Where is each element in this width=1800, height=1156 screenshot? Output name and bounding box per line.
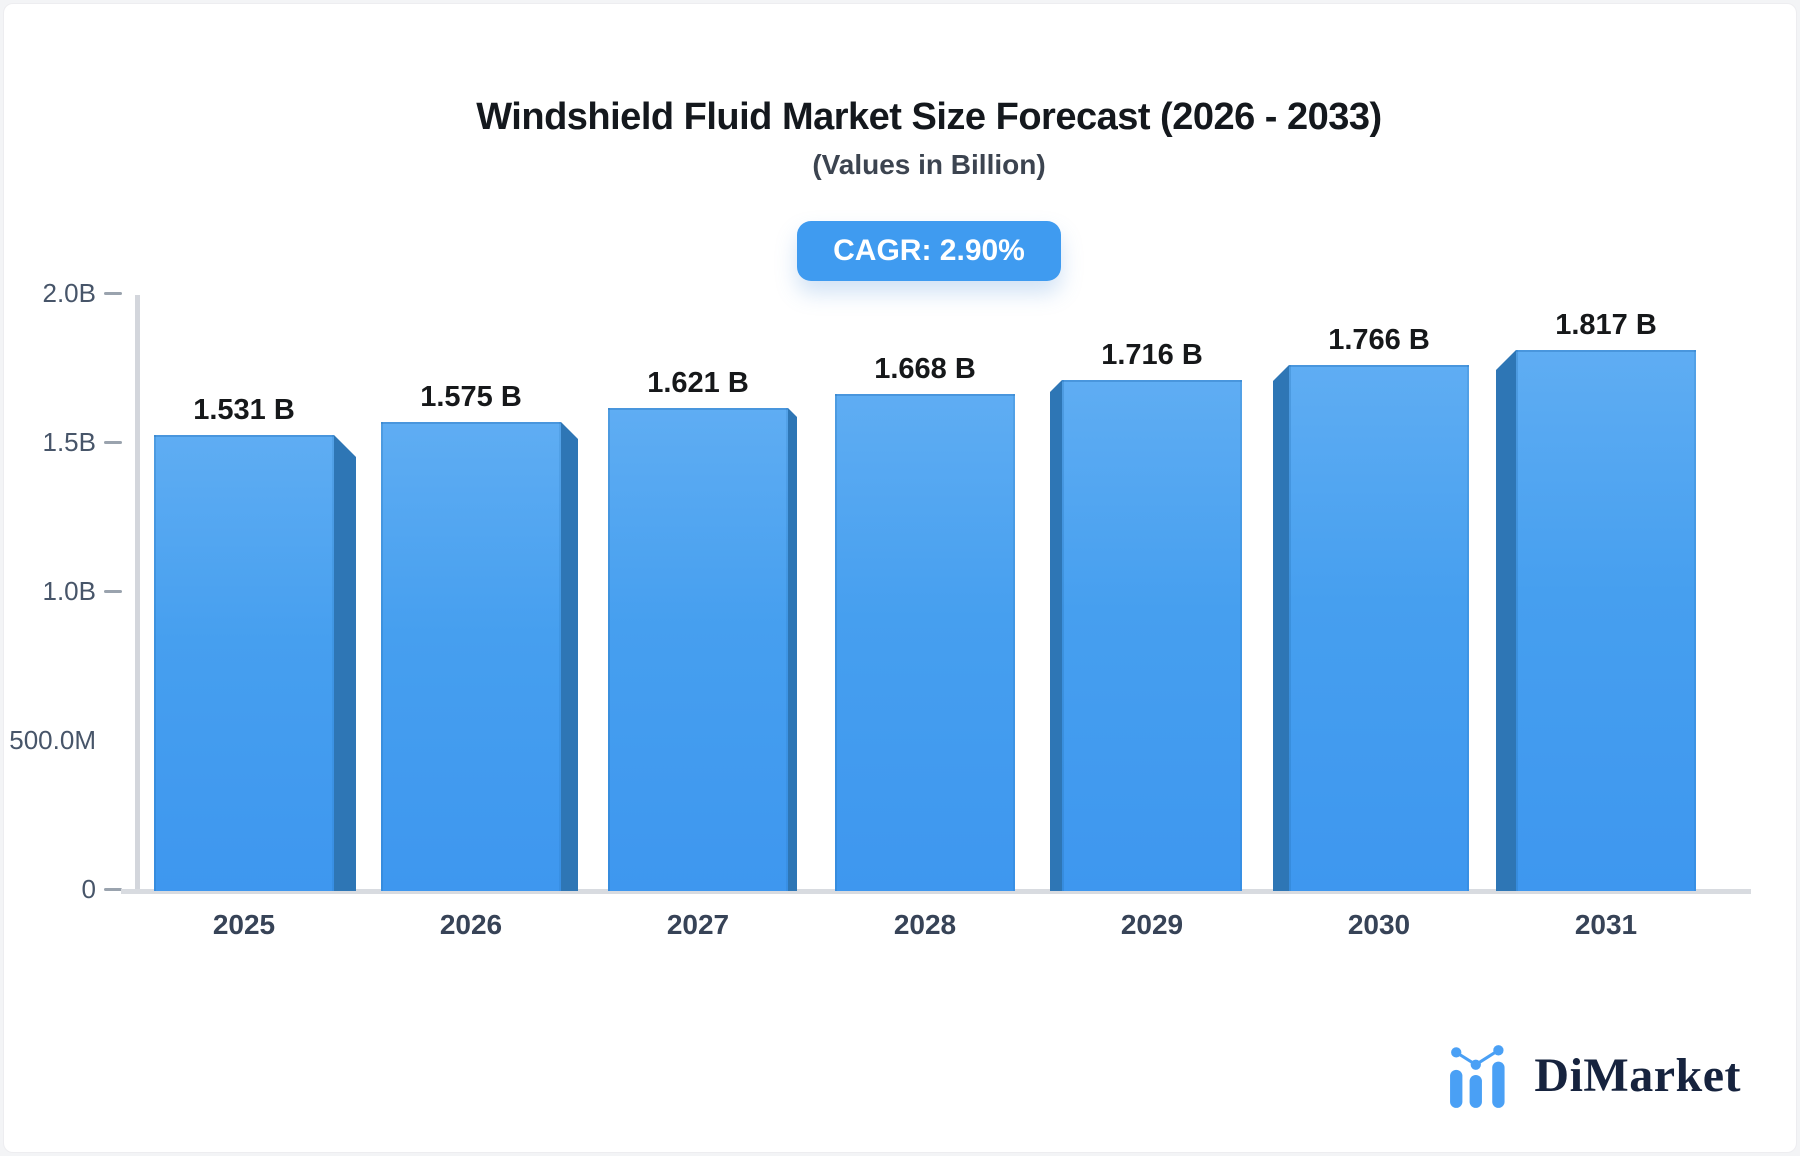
bar-2026: 1.575 B 2026 [381, 381, 578, 940]
bar-side-3d [1050, 380, 1062, 891]
y-tick-label: 500.0M [9, 725, 96, 755]
y-tick-label: 0 [81, 874, 96, 904]
y-tick-mark [104, 590, 122, 593]
y-tick-label: 1.5B [42, 427, 97, 457]
y-axis-line [135, 295, 140, 891]
bar-value-label: 1.621 B [647, 367, 749, 399]
brand-logo: DiMarket [1448, 1042, 1741, 1108]
bar-value-label: 1.575 B [420, 381, 522, 413]
y-tick-mark [104, 441, 122, 444]
bar-value-label: 1.766 B [1328, 324, 1430, 356]
bar-value-label: 1.716 B [1101, 339, 1203, 371]
bar-2029: 1.716 B 2029 [1050, 339, 1242, 940]
bar-side-3d [334, 435, 356, 891]
y-tick-mark [104, 888, 122, 891]
x-axis-label: 2026 [439, 909, 503, 940]
bar-value-label: 1.817 B [1555, 309, 1657, 341]
bar-face [835, 394, 1015, 891]
bar-chart-plot: 2.0B 1.5B 1.0B 500.0M 0 1.531 B 2025 1.575 B 20… [4, 4, 1796, 1152]
bar-2030: 1.766 B 2030 [1273, 324, 1469, 940]
x-axis-label: 2029 [1120, 909, 1184, 940]
x-axis-label: 2027 [666, 909, 730, 940]
bar-chart-logo-icon [1450, 1045, 1505, 1108]
x-axis-label: 2028 [893, 909, 957, 940]
x-axis-label: 2030 [1347, 909, 1411, 940]
bar-2028: 1.668 B 2028 [835, 353, 1015, 940]
chart-header: Windshield Fluid Market Size Forecast (2… [54, 96, 1796, 281]
chart-card: Windshield Fluid Market Size Forecast (2… [3, 3, 1797, 1153]
x-axis-label: 2031 [1574, 909, 1638, 940]
y-tick-label: 1.0B [42, 576, 97, 606]
bar-face [154, 435, 334, 891]
bar-side-3d [1273, 365, 1289, 891]
cagr-badge: CAGR: 2.90% [797, 221, 1061, 281]
bar-value-label: 1.531 B [193, 394, 295, 426]
bar-side-3d [1496, 350, 1516, 891]
bar-face [1062, 380, 1242, 891]
y-tick-mark [104, 292, 122, 295]
bar-side-3d [561, 422, 578, 891]
chart-subtitle: (Values in Billion) [812, 149, 1046, 180]
x-axis-label: 2025 [212, 909, 276, 940]
y-tick-label: 2.0B [42, 278, 97, 308]
brand-name: DiMarket [1534, 1048, 1741, 1102]
chart-title: Windshield Fluid Market Size Forecast (2… [476, 96, 1382, 138]
bar-side-3d [788, 408, 797, 891]
bar-value-label: 1.668 B [874, 353, 976, 385]
bar-face [381, 422, 561, 891]
bar-face [1516, 350, 1696, 891]
x-axis-line [121, 889, 1751, 894]
bar-2025: 1.531 B 2025 [154, 394, 356, 940]
bar-face [608, 408, 788, 891]
bar-face [1289, 365, 1469, 891]
bar-2031: 1.817 B 2031 [1496, 309, 1696, 940]
bar-2027: 1.621 B 2027 [608, 367, 797, 940]
